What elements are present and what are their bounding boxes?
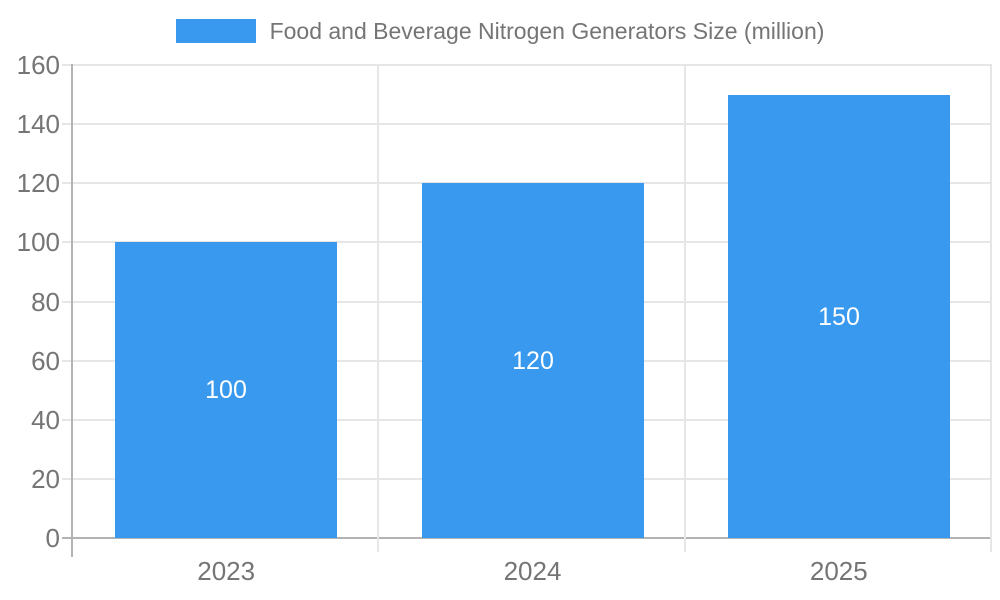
gridline-v xyxy=(683,65,686,552)
y-tick-label: 80 xyxy=(31,286,60,317)
gridline-h xyxy=(62,537,992,539)
bar-value-label: 120 xyxy=(512,346,554,375)
y-tick-label: 20 xyxy=(31,463,60,494)
y-tick-label: 100 xyxy=(16,227,60,258)
y-tick-label: 40 xyxy=(31,404,60,435)
y-tick-label: 0 xyxy=(45,523,60,553)
gridline-v xyxy=(377,65,380,552)
plot-area: 0 20 40 60 80 100 120 140 160 100 2023 120 2024 150 20… xyxy=(17,50,992,586)
x-tick-label: 2023 xyxy=(197,556,256,586)
legend-swatch xyxy=(175,19,256,43)
gridline-h xyxy=(62,64,992,66)
y-tick-label: 60 xyxy=(31,345,60,376)
y-tick-label: 140 xyxy=(16,109,60,140)
bar-value-label: 100 xyxy=(205,376,247,404)
x-tick-label: 2024 xyxy=(503,556,562,586)
bar[interactable]: 120 xyxy=(422,183,644,538)
gridline-v xyxy=(990,65,992,552)
legend-label: Food and Beverage Nitrogen Generators Si… xyxy=(269,18,825,44)
x-tick-label: 2025 xyxy=(809,556,868,586)
bar[interactable]: 150 xyxy=(728,95,950,538)
bar-value-label: 150 xyxy=(818,302,860,331)
y-tick-label: 160 xyxy=(16,50,60,80)
legend: Food and Beverage Nitrogen Generators Si… xyxy=(0,18,1000,44)
y-axis-line xyxy=(71,64,73,557)
y-tick-label: 120 xyxy=(16,168,60,199)
gridline-h xyxy=(62,123,992,126)
bar[interactable]: 100 xyxy=(115,242,337,538)
